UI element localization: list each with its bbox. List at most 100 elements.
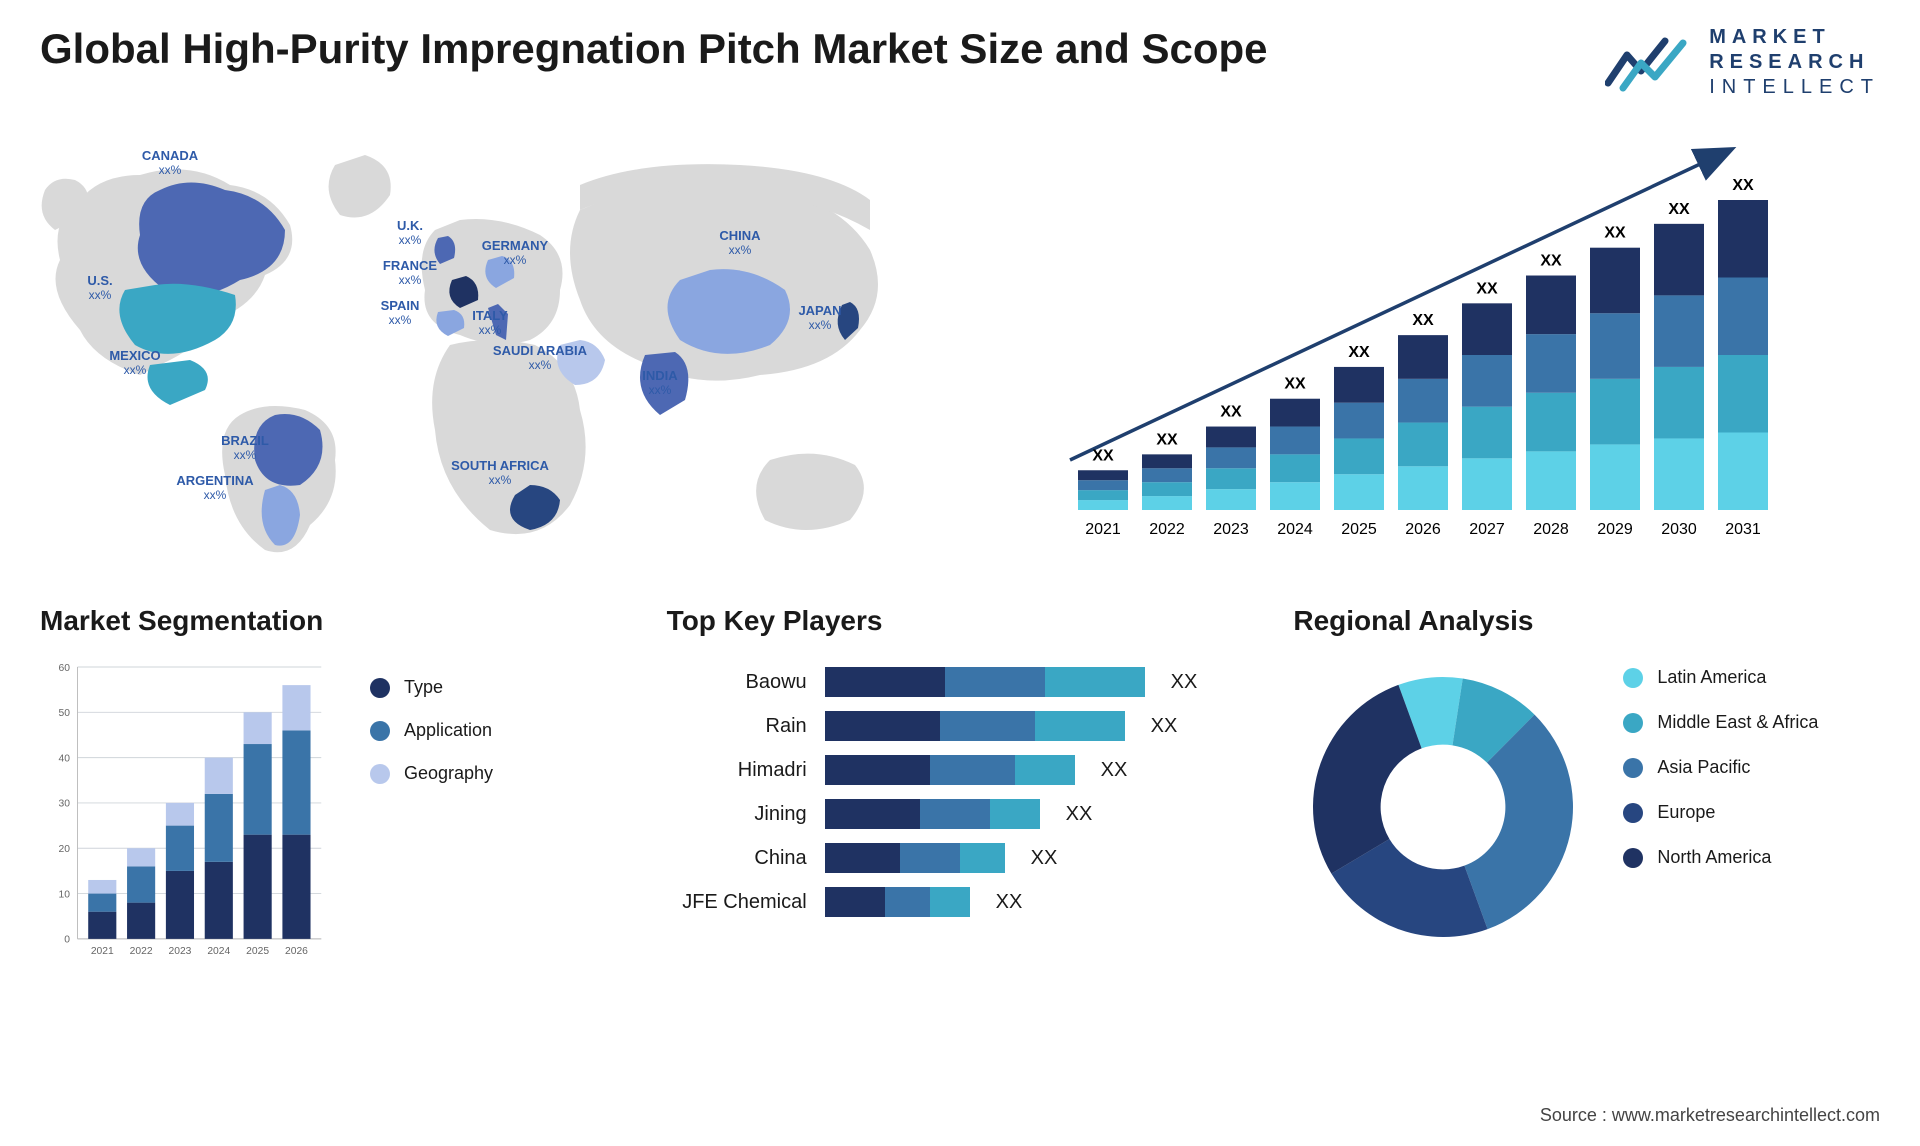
logo-line2: RESEARCH xyxy=(1709,50,1880,75)
svg-text:MEXICO: MEXICO xyxy=(109,348,160,363)
legend-label: Asia Pacific xyxy=(1657,757,1750,778)
svg-text:50: 50 xyxy=(59,708,71,719)
regional-donut xyxy=(1293,657,1593,957)
segmentation-chart: 0102030405060202120222023202420252026 xyxy=(40,657,340,977)
legend-label: North America xyxy=(1657,847,1771,868)
svg-text:xx%: xx% xyxy=(89,288,112,302)
svg-text:xx%: xx% xyxy=(649,383,672,397)
player-name: Himadri xyxy=(667,759,807,782)
svg-text:xx%: xx% xyxy=(399,273,422,287)
player-row: RainXX xyxy=(667,711,1254,741)
player-bar-seg xyxy=(825,711,940,741)
player-bar xyxy=(825,755,1075,785)
player-bar-seg xyxy=(930,887,970,917)
svg-text:U.S.: U.S. xyxy=(87,273,112,288)
legend-dot-icon xyxy=(370,678,390,698)
player-bar xyxy=(825,711,1125,741)
logo: MARKET RESEARCH INTELLECT xyxy=(1605,25,1880,100)
svg-text:2021: 2021 xyxy=(91,946,114,957)
svg-text:xx%: xx% xyxy=(489,473,512,487)
svg-text:XX: XX xyxy=(1604,225,1626,242)
player-value: XX xyxy=(1101,759,1128,782)
legend-label: Type xyxy=(404,677,443,698)
player-bar-seg xyxy=(825,799,920,829)
svg-text:XX: XX xyxy=(1732,177,1754,194)
page-title: Global High-Purity Impregnation Pitch Ma… xyxy=(40,25,1268,73)
player-row: Himadri XX xyxy=(667,755,1254,785)
svg-text:2023: 2023 xyxy=(168,946,191,957)
legend-item: Geography xyxy=(370,763,493,784)
legend-dot-icon xyxy=(1623,713,1643,733)
player-name: JFE Chemical xyxy=(667,891,807,914)
player-bar xyxy=(825,667,1145,697)
regional-panel: Regional Analysis Latin AmericaMiddle Ea… xyxy=(1293,605,1880,1045)
svg-text:xx%: xx% xyxy=(729,243,752,257)
regional-title: Regional Analysis xyxy=(1293,605,1880,637)
legend-item: Middle East & Africa xyxy=(1623,712,1818,733)
svg-text:2022: 2022 xyxy=(1149,521,1185,538)
player-bar-seg xyxy=(825,755,930,785)
svg-text:0: 0 xyxy=(64,935,70,946)
svg-text:2026: 2026 xyxy=(1405,521,1441,538)
svg-text:xx%: xx% xyxy=(124,363,147,377)
player-bar-seg xyxy=(1035,711,1125,741)
svg-text:XX: XX xyxy=(1540,253,1562,270)
svg-text:XX: XX xyxy=(1348,344,1370,361)
svg-text:XX: XX xyxy=(1220,404,1242,421)
svg-text:10: 10 xyxy=(59,889,71,900)
source-text: Source : www.marketresearchintellect.com xyxy=(1540,1105,1880,1126)
player-name: Jining xyxy=(667,803,807,826)
player-bar-seg xyxy=(960,843,1005,873)
svg-text:xx%: xx% xyxy=(159,163,182,177)
svg-text:SAUDI ARABIA: SAUDI ARABIA xyxy=(493,343,588,358)
player-value: XX xyxy=(1066,803,1093,826)
svg-text:xx%: xx% xyxy=(389,313,412,327)
svg-text:xx%: xx% xyxy=(204,488,227,502)
logo-line1: MARKET xyxy=(1709,25,1880,50)
player-bar-seg xyxy=(825,667,945,697)
player-value: XX xyxy=(1171,671,1198,694)
legend-dot-icon xyxy=(1623,848,1643,868)
regional-legend: Latin AmericaMiddle East & AfricaAsia Pa… xyxy=(1623,667,1818,868)
svg-text:60: 60 xyxy=(59,663,71,674)
player-bar-seg xyxy=(940,711,1035,741)
svg-text:XX: XX xyxy=(1412,312,1434,329)
segmentation-panel: Market Segmentation 01020304050602021202… xyxy=(40,605,627,1045)
svg-text:ITALY: ITALY xyxy=(472,308,508,323)
forecast-chart: XX2021XX2022XX2023XX2024XX2025XX2026XX20… xyxy=(960,130,1880,570)
player-bar xyxy=(825,843,1005,873)
svg-text:xx%: xx% xyxy=(529,358,552,372)
player-bar-seg xyxy=(990,799,1040,829)
svg-text:XX: XX xyxy=(1476,280,1498,297)
svg-text:XX: XX xyxy=(1092,447,1114,464)
svg-text:SOUTH AFRICA: SOUTH AFRICA xyxy=(451,458,549,473)
segmentation-title: Market Segmentation xyxy=(40,605,627,637)
svg-text:xx%: xx% xyxy=(234,448,257,462)
players-panel: Top Key Players BaowuXXRainXXHimadriXXJi… xyxy=(667,605,1254,1045)
svg-text:2022: 2022 xyxy=(130,946,153,957)
player-bar xyxy=(825,887,970,917)
svg-text:2025: 2025 xyxy=(1341,521,1377,538)
svg-text:2021: 2021 xyxy=(1085,521,1121,538)
svg-text:XX: XX xyxy=(1284,376,1306,393)
legend-label: Geography xyxy=(404,763,493,784)
legend-dot-icon xyxy=(370,721,390,741)
player-row: ChinaXX xyxy=(667,843,1254,873)
svg-text:xx%: xx% xyxy=(479,323,502,337)
legend-label: Europe xyxy=(1657,802,1715,823)
svg-text:XX: XX xyxy=(1668,201,1690,218)
svg-text:2030: 2030 xyxy=(1661,521,1697,538)
legend-label: Middle East & Africa xyxy=(1657,712,1818,733)
player-name: Rain xyxy=(667,715,807,738)
svg-text:U.K.: U.K. xyxy=(397,218,423,233)
player-bar-seg xyxy=(1015,755,1075,785)
svg-text:2029: 2029 xyxy=(1597,521,1633,538)
logo-line3: INTELLECT xyxy=(1709,75,1880,100)
svg-text:FRANCE: FRANCE xyxy=(383,258,437,273)
legend-dot-icon xyxy=(1623,803,1643,823)
player-bar-seg xyxy=(1045,667,1145,697)
player-name: China xyxy=(667,847,807,870)
svg-text:2027: 2027 xyxy=(1469,521,1505,538)
players-title: Top Key Players xyxy=(667,605,1254,637)
world-map: CANADAxx%U.S.xx%MEXICOxx%BRAZILxx%ARGENT… xyxy=(40,130,920,570)
